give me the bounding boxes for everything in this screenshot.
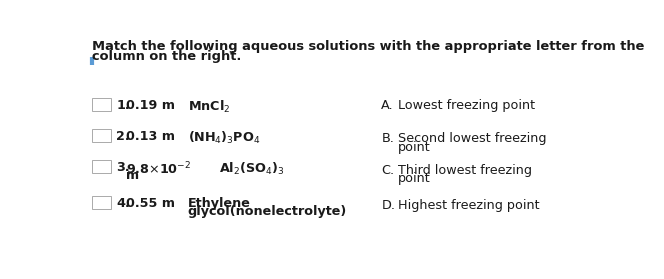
Text: 0.19 m: 0.19 m — [125, 99, 175, 112]
Text: MnCl$_2$: MnCl$_2$ — [188, 99, 230, 115]
Text: 2.: 2. — [116, 130, 130, 143]
Text: 0.13 m: 0.13 m — [125, 130, 175, 143]
Text: point: point — [398, 172, 430, 185]
Text: 4.: 4. — [116, 197, 130, 210]
Text: Lowest freezing point: Lowest freezing point — [398, 99, 535, 112]
FancyBboxPatch shape — [92, 160, 111, 173]
Text: C.: C. — [381, 163, 394, 177]
Text: Highest freezing point: Highest freezing point — [398, 199, 539, 212]
Text: B.: B. — [381, 132, 394, 145]
Text: m: m — [125, 169, 139, 182]
Text: point: point — [398, 141, 430, 153]
Text: Al$_2$(SO$_4$)$_3$: Al$_2$(SO$_4$)$_3$ — [218, 160, 284, 177]
Text: Match the following aqueous solutions with the appropriate letter from the: Match the following aqueous solutions wi… — [92, 40, 645, 53]
Text: column on the right.: column on the right. — [92, 50, 242, 63]
Text: A.: A. — [381, 99, 394, 112]
Text: 1.: 1. — [116, 99, 130, 112]
Text: 9.8$\times$10$^{-2}$: 9.8$\times$10$^{-2}$ — [125, 160, 191, 177]
Text: 0.55 m: 0.55 m — [125, 197, 175, 210]
Text: Second lowest freezing: Second lowest freezing — [398, 132, 546, 145]
Text: 3.: 3. — [116, 160, 130, 174]
FancyBboxPatch shape — [92, 98, 111, 111]
FancyBboxPatch shape — [92, 196, 111, 209]
Text: Third lowest freezing: Third lowest freezing — [398, 163, 532, 177]
Text: glycol(nonelectrolyte): glycol(nonelectrolyte) — [188, 205, 347, 218]
Text: Ethylene: Ethylene — [188, 197, 250, 210]
Text: (NH$_4$)$_3$PO$_4$: (NH$_4$)$_3$PO$_4$ — [188, 130, 260, 146]
Text: D.: D. — [381, 199, 395, 212]
FancyBboxPatch shape — [92, 129, 111, 142]
